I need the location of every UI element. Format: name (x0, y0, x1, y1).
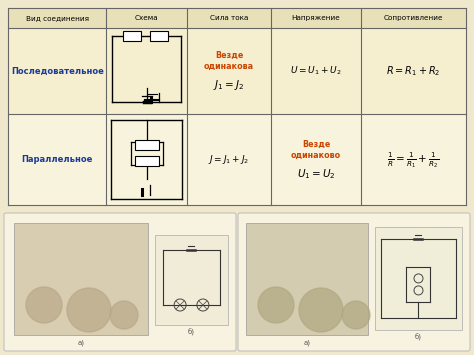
Text: Сила тока: Сила тока (210, 15, 248, 21)
Text: $J = J_1 + J_2$: $J = J_1 + J_2$ (209, 153, 250, 166)
Circle shape (342, 301, 370, 329)
Bar (155, 235, 228, 325)
Bar (375, 227, 462, 330)
Text: $U = U_1 + U_2$: $U = U_1 + U_2$ (290, 65, 342, 77)
Text: Напряжение: Напряжение (292, 15, 340, 21)
Text: Везде
одинаково: Везде одинаково (291, 140, 341, 160)
Circle shape (110, 301, 138, 329)
Bar (14, 223, 148, 335)
FancyBboxPatch shape (4, 213, 236, 351)
Text: $U_1 = U_2$: $U_1 = U_2$ (297, 167, 335, 181)
Bar (8, 28, 466, 114)
Text: б): б) (415, 334, 422, 341)
Bar (135, 156, 158, 166)
Text: $J_1 = J_2$: $J_1 = J_2$ (213, 78, 245, 92)
Bar (246, 223, 368, 335)
Bar (8, 8, 466, 205)
Circle shape (258, 287, 294, 323)
Bar (123, 31, 141, 41)
Circle shape (26, 287, 62, 323)
Text: $R = R_1 + R_2$: $R = R_1 + R_2$ (386, 64, 440, 78)
Text: а): а) (78, 339, 84, 345)
Text: Сопротивление: Сопротивление (383, 15, 443, 21)
Text: $\frac{1}{R} = \frac{1}{R_1} + \frac{1}{R_2}$: $\frac{1}{R} = \frac{1}{R_1} + \frac{1}{… (387, 150, 439, 170)
Bar (135, 140, 158, 150)
Text: б): б) (188, 329, 195, 336)
Text: Везде
одинакова: Везде одинакова (204, 51, 254, 71)
FancyBboxPatch shape (238, 213, 470, 351)
Circle shape (67, 288, 111, 332)
Text: Схема: Схема (135, 15, 158, 21)
Text: Последовательное: Последовательное (11, 66, 104, 76)
Text: Параллельное: Параллельное (21, 155, 93, 164)
Bar (8, 8, 466, 28)
Text: а): а) (303, 339, 310, 345)
Circle shape (299, 288, 343, 332)
Text: Вид соединения: Вид соединения (26, 15, 89, 21)
Bar (8, 114, 466, 205)
Bar (150, 31, 168, 41)
